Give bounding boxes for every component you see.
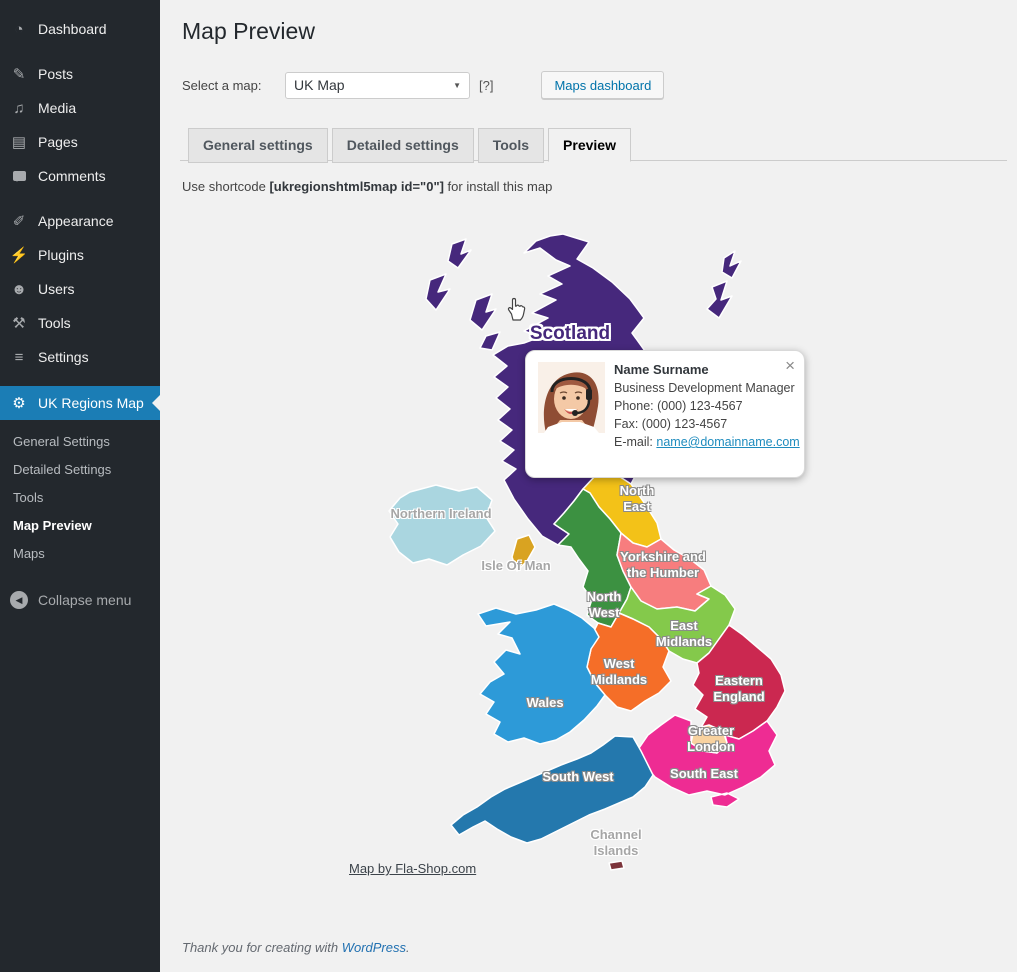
sidebar-item-label: UK Regions Map xyxy=(38,395,144,411)
region-south-east[interactable] xyxy=(636,714,778,808)
dashboard-icon: ◔ xyxy=(14,20,24,38)
select-map-label: Select a map: xyxy=(182,77,262,93)
sidebar-item-label: Media xyxy=(38,100,77,116)
sidebar-item-pages[interactable]: ▤ Pages xyxy=(0,125,160,159)
contact-name: Name Surname xyxy=(614,362,709,377)
sidebar-item-posts[interactable]: ✎ Posts xyxy=(0,57,160,91)
sidebar-item-media[interactable]: ♫ Media xyxy=(0,91,160,125)
region-channel-islands[interactable] xyxy=(608,860,625,871)
submenu-tools[interactable]: Tools xyxy=(13,489,44,505)
pushpin-icon: ✎ xyxy=(12,65,26,83)
contact-fax: Fax: (000) 123-4567 xyxy=(614,417,728,431)
sidebar-item-label: Appearance xyxy=(38,213,114,229)
submenu-general-settings[interactable]: General Settings xyxy=(13,433,110,449)
collapse-arrow-icon: ◀ xyxy=(10,591,28,609)
settings-icon: ≡ xyxy=(14,348,24,366)
admin-sidebar: ◔ Dashboard ✎ Posts ♫ Media ▤ Pages Comm… xyxy=(0,0,160,972)
email-link[interactable]: name@domainname.com xyxy=(656,435,800,449)
settings-tabs: General settings Detailed settings Tools… xyxy=(188,128,635,163)
shortcode-value: [ukregionshtml5map id="0"] xyxy=(269,179,444,194)
chevron-down-icon: ▼ xyxy=(453,80,461,90)
sidebar-item-label: Settings xyxy=(38,349,89,365)
footer-thanks: Thank you for creating with WordPress. xyxy=(182,940,410,955)
main-content: Map Preview Select a map: UK Map ▼ [?] M… xyxy=(160,0,1017,972)
contact-email-row: E-mail: name@domainname.com xyxy=(614,435,800,449)
sidebar-item-comments[interactable]: Comments xyxy=(0,159,160,193)
sidebar-item-label: Posts xyxy=(38,66,74,82)
collapse-menu-button[interactable]: ◀ Collapse menu xyxy=(0,583,160,617)
shortcode-hint: Use shortcode [ukregionshtml5map id="0"]… xyxy=(182,179,553,194)
region-northern-ireland[interactable] xyxy=(388,484,496,566)
contact-title: Business Development Manager xyxy=(614,381,795,395)
user-icon: ☻ xyxy=(11,280,27,298)
region-isle-of-man[interactable] xyxy=(511,534,536,572)
tools-icon: ⚒ xyxy=(12,314,26,332)
collapse-menu-label: Collapse menu xyxy=(38,592,132,608)
region-greater-london[interactable] xyxy=(690,724,728,754)
sidebar-item-label: Pages xyxy=(38,134,78,150)
sidebar-item-dashboard[interactable]: ◔ Dashboard xyxy=(0,12,160,46)
sidebar-item-label: Tools xyxy=(38,315,71,331)
contact-tooltip: Name Surname Business Development Manage… xyxy=(525,350,805,478)
pages-icon: ▤ xyxy=(11,133,27,151)
sidebar-item-settings[interactable]: ≡ Settings xyxy=(0,340,160,374)
plugin-icon: ⚡ xyxy=(9,246,29,264)
close-icon[interactable]: × xyxy=(785,356,795,375)
uk-map: Scotland Northern Ireland Isle Of Man No… xyxy=(380,225,800,885)
help-link[interactable]: [?] xyxy=(479,77,494,93)
sidebar-item-tools[interactable]: ⚒ Tools xyxy=(0,306,160,340)
tab-tools[interactable]: Tools xyxy=(477,128,545,163)
sidebar-item-label: Dashboard xyxy=(38,21,107,37)
tab-detailed-settings[interactable]: Detailed settings xyxy=(331,128,474,163)
map-credit-link[interactable]: Map by Fla-Shop.com xyxy=(349,861,477,876)
select-map-dropdown[interactable]: UK Map ▼ xyxy=(285,71,470,99)
tab-general-settings[interactable]: General settings xyxy=(188,128,328,163)
submenu-map-preview[interactable]: Map Preview xyxy=(13,517,92,533)
media-icon: ♫ xyxy=(13,99,25,117)
appearance-brush-icon: ✐ xyxy=(12,212,26,230)
sidebar-item-plugins[interactable]: ⚡ Plugins xyxy=(0,238,160,272)
sidebar-item-label: Comments xyxy=(38,168,106,184)
sidebar-item-label: Plugins xyxy=(38,247,84,263)
gear-icon: ⚙ xyxy=(12,394,26,412)
plugin-submenu: General Settings Detailed Settings Tools… xyxy=(0,420,160,575)
current-item-arrow xyxy=(152,395,160,411)
maps-dashboard-button[interactable]: Maps dashboard xyxy=(541,71,665,99)
selected-map-value: UK Map xyxy=(294,77,345,93)
sidebar-item-label: Users xyxy=(38,281,75,297)
sidebar-item-appearance[interactable]: ✐ Appearance xyxy=(0,204,160,238)
contact-phone: Phone: (000) 123-4567 xyxy=(614,399,743,413)
contact-photo xyxy=(538,362,605,433)
sidebar-item-users[interactable]: ☻ Users xyxy=(0,272,160,306)
page-title: Map Preview xyxy=(182,18,315,44)
submenu-detailed-settings[interactable]: Detailed Settings xyxy=(13,461,112,477)
region-south-west[interactable] xyxy=(450,735,654,844)
wordpress-link[interactable]: WordPress xyxy=(341,940,406,955)
region-wales[interactable] xyxy=(477,603,606,745)
submenu-maps[interactable]: Maps xyxy=(13,545,45,561)
uk-map-svg xyxy=(388,233,786,871)
sidebar-item-uk-regions-map[interactable]: ⚙ UK Regions Map xyxy=(0,386,160,420)
comment-bubble-icon xyxy=(9,169,29,184)
tab-preview[interactable]: Preview xyxy=(548,128,631,162)
